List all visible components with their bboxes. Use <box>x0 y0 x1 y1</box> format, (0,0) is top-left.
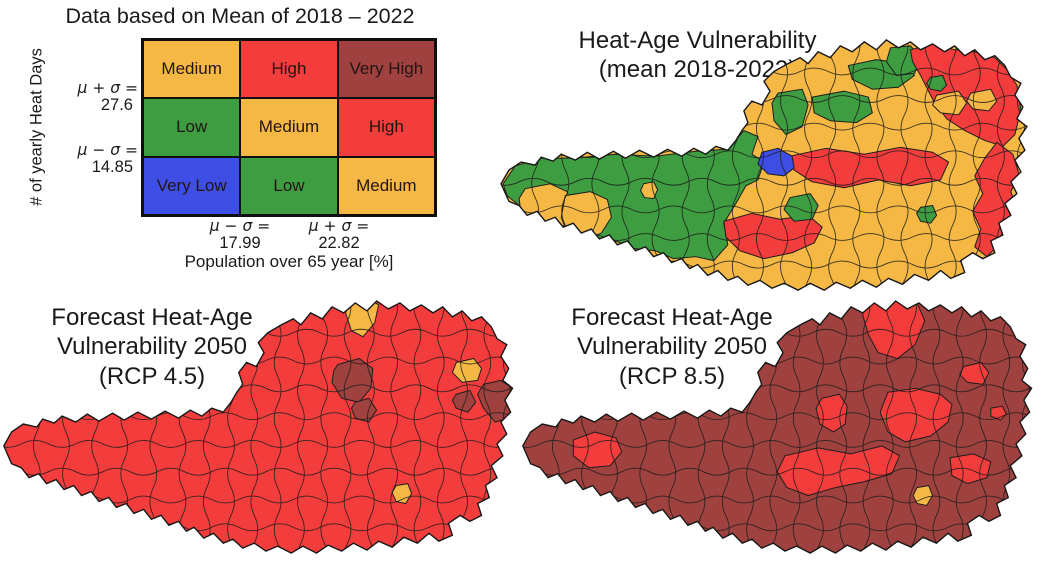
cell-label: Low <box>176 117 208 137</box>
legend-y-axis-label: # of yearly Heat Days <box>27 48 46 206</box>
map-title-mean: Heat-Age Vulnerability (mean 2018-2022) <box>505 26 890 85</box>
legend-cell-low: Low <box>143 98 241 157</box>
map-title-rcp85: Forecast Heat-Age Vulnerability 2050 (RC… <box>526 303 818 391</box>
legend-x-tick-lower: μ − σ = 17.99 <box>185 217 295 252</box>
district-patch <box>757 147 795 177</box>
map-title-line: Forecast Heat-Age <box>51 304 253 331</box>
legend-panel: Data based on Mean of 2018 – 2022 # of y… <box>0 0 480 290</box>
map-title-line: Vulnerability 2050 <box>577 333 767 361</box>
map-base-region <box>522 300 1032 554</box>
x-tick-formula: μ + σ = <box>308 217 370 235</box>
legend-cell-low: Low <box>240 156 338 215</box>
map-austria-mean <box>500 39 1028 291</box>
map-title-line: Heat-Age Vulnerability <box>578 27 817 54</box>
cell-label: Medium <box>356 175 417 195</box>
legend-cell-medium: Medium <box>337 156 435 215</box>
map-title-rcp45: Forecast Heat-Age Vulnerability 2050 (RC… <box>6 303 298 391</box>
map-base-region <box>3 300 513 554</box>
legend-cell-very-high: Very High <box>337 40 435 99</box>
cell-label: High <box>271 59 307 79</box>
map-title-line: Forecast Heat-Age <box>571 304 773 331</box>
cell-label: Very High <box>349 59 424 79</box>
x-tick-formula: μ − σ = <box>209 217 271 235</box>
district-patch <box>640 181 659 200</box>
map-title-line: (mean 2018-2022) <box>598 56 797 84</box>
cell-label: Medium <box>161 59 222 79</box>
legend-matrix: Medium High Very High Low Medium High Ve… <box>141 38 437 217</box>
district-patch <box>789 146 950 189</box>
legend-cell-medium: Medium <box>143 40 241 99</box>
legend-x-axis-label: Population over 65 year [%] <box>184 252 394 271</box>
legend-y-tick-upper: μ + σ = 27.6 <box>52 79 138 114</box>
cell-label: Low <box>273 175 305 195</box>
map-title-line: (RCP 4.5) <box>98 362 206 390</box>
y-tick-value: 27.6 <box>100 95 133 114</box>
district-patch <box>815 393 848 433</box>
district-patch <box>891 281 936 291</box>
district-patch <box>862 300 926 360</box>
map-austria-rcp85 <box>522 300 1033 554</box>
map-austria-rcp45 <box>3 300 514 554</box>
legend-cell-medium: Medium <box>240 98 338 157</box>
district-patch <box>451 389 477 413</box>
legend-cell-very-low: Very Low <box>143 156 241 215</box>
y-tick-formula: μ − σ = <box>77 141 138 159</box>
map-title-line: (RCP 8.5) <box>618 362 726 390</box>
district-patch <box>932 90 968 116</box>
cell-label: High <box>368 117 404 137</box>
district-patch <box>916 204 938 224</box>
legend-cell-high: High <box>240 40 338 99</box>
x-tick-value: 22.82 <box>318 233 360 252</box>
y-tick-value: 14.85 <box>91 157 133 176</box>
y-tick-formula: μ + σ = <box>77 79 138 97</box>
district-patch <box>771 88 809 136</box>
legend-y-tick-lower: μ − σ = 14.85 <box>52 141 138 176</box>
legend-cell-high: High <box>337 98 435 157</box>
district-patch <box>451 358 482 383</box>
x-tick-value: 17.99 <box>219 233 261 252</box>
district-patch <box>723 212 823 260</box>
cell-label: Medium <box>258 117 320 137</box>
legend-title: Data based on Mean of 2018 – 2022 <box>65 4 415 28</box>
cell-label: Very Low <box>156 175 227 195</box>
map-title-line: Vulnerability 2050 <box>57 333 247 361</box>
legend-x-tick-upper: μ + σ = 22.82 <box>284 217 394 252</box>
